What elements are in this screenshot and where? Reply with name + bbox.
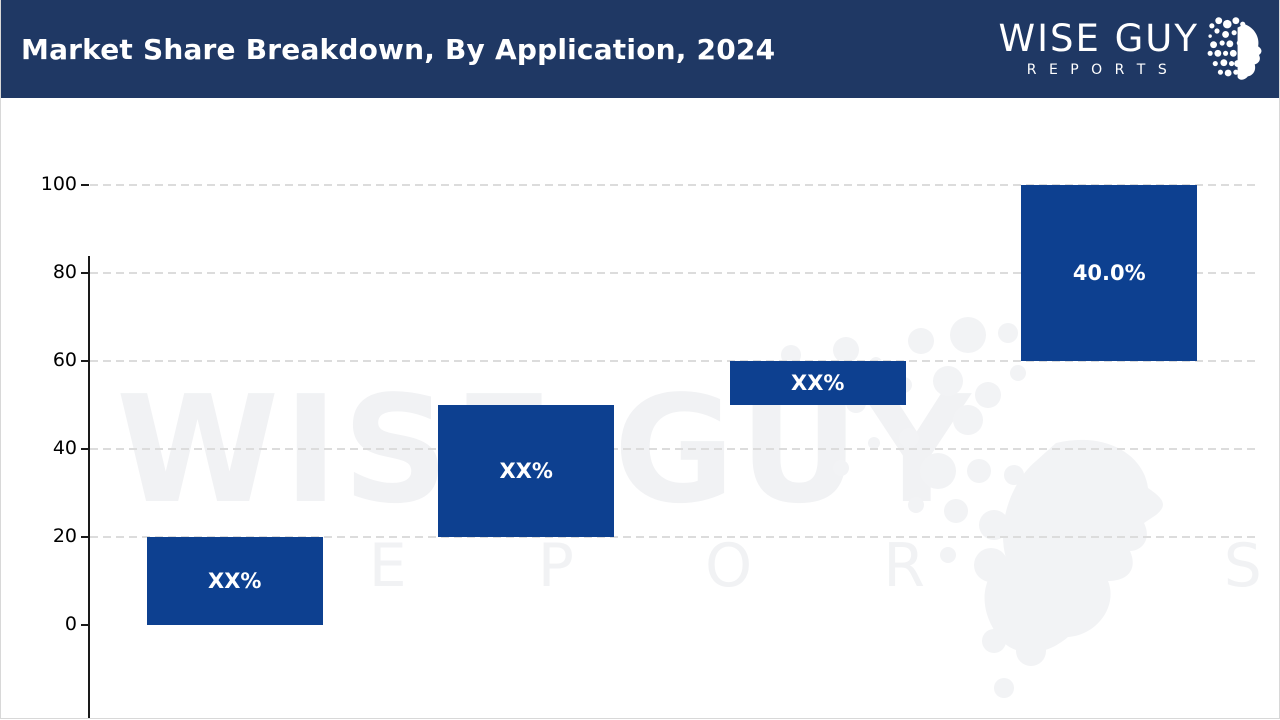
gridline-y-100 (90, 184, 1255, 187)
gridline-y-20 (90, 536, 1255, 538)
brand-logo: WISE GUY R E P O R T S (999, 9, 1265, 89)
brand-subtitle: R E P O R T S (1026, 62, 1171, 78)
y-tick-0 (81, 624, 89, 626)
header-banner: Market Share Breakdown, By Application, … (1, 0, 1279, 98)
bar-value-label: XX% (499, 459, 553, 484)
y-tick-label-40: 40 (52, 437, 77, 460)
gridline-y-60 (90, 360, 1255, 363)
bar-segment: XX% (438, 405, 615, 537)
y-tick-20 (81, 536, 89, 538)
gridline-y-80 (90, 272, 1255, 275)
brand-name: WISE GUY (998, 17, 1199, 60)
y-tick-100 (81, 184, 89, 187)
bar-segment: XX% (146, 537, 323, 625)
y-tick-40 (81, 448, 89, 451)
bar-segment: 40.0% (1021, 185, 1198, 362)
y-tick-60 (81, 360, 89, 363)
watermark-dotted-head-icon (781, 317, 1163, 698)
wiseguy-dotted-head-logo-icon (1207, 17, 1262, 80)
y-tick-label-80: 80 (52, 261, 77, 284)
bar-value-label: 40.0% (1072, 261, 1146, 286)
brand-text: WISE GUY R E P O R T S (999, 20, 1199, 78)
y-tick-label-0: 0 (64, 613, 77, 635)
gridline-y-40 (90, 448, 1255, 451)
y-tick-label-60: 60 (52, 349, 77, 372)
bar-segment: XX% (729, 361, 906, 406)
y-tick-label-20: 20 (52, 525, 77, 547)
chart-title: Market Share Breakdown, By Application, … (21, 32, 776, 66)
y-tick-80 (81, 272, 89, 275)
y-axis-spine (88, 256, 90, 718)
y-tick-label-100: 100 (40, 173, 77, 196)
bar-value-label: XX% (791, 371, 845, 396)
bar-value-label: XX% (208, 568, 262, 593)
